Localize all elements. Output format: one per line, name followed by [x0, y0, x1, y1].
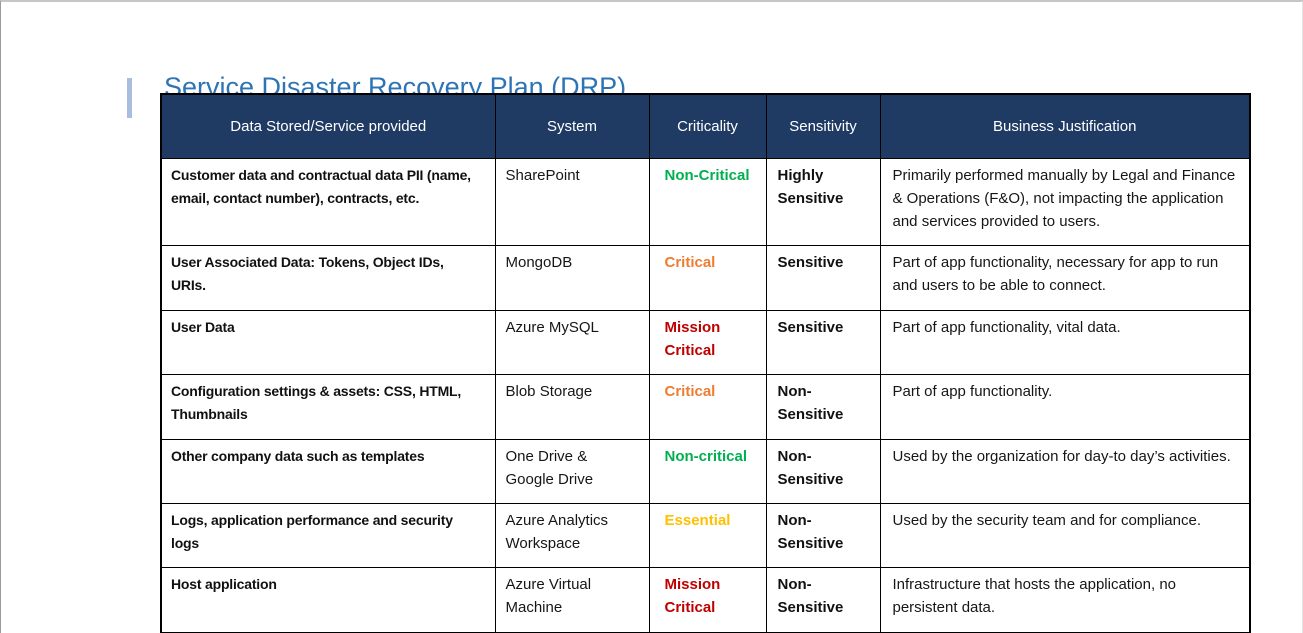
table-row: Logs, application performance and securi…: [160, 502, 1251, 568]
cell-criticality[interactable]: Non-critical: [648, 438, 767, 504]
table-header-row: Data Stored/Service provided System Crit…: [160, 93, 1251, 159]
col-header-system[interactable]: System: [494, 93, 650, 159]
cell-service[interactable]: Customer data and contractual data PII (…: [160, 157, 496, 246]
table-row: Host application Azure Virtual Machine M…: [160, 566, 1251, 633]
col-header-criticality[interactable]: Criticality: [648, 93, 767, 159]
heading-collapse-bar[interactable]: [127, 78, 132, 118]
cell-service[interactable]: Configuration settings & assets: CSS, HT…: [160, 373, 496, 440]
drp-data-table: Data Stored/Service provided System Crit…: [160, 93, 1251, 633]
table-row: User Associated Data: Tokens, Object IDs…: [160, 244, 1251, 311]
cell-service[interactable]: Logs, application performance and securi…: [160, 502, 496, 568]
cell-system[interactable]: Azure MySQL: [494, 309, 650, 375]
table-row: Customer data and contractual data PII (…: [160, 157, 1251, 246]
cell-criticality[interactable]: Mission Critical: [648, 309, 767, 375]
cell-system[interactable]: SharePoint: [494, 157, 650, 246]
cell-sensitivity[interactable]: Highly Sensitive: [765, 157, 881, 246]
cell-system[interactable]: Blob Storage: [494, 373, 650, 440]
cell-system[interactable]: MongoDB: [494, 244, 650, 311]
cell-service[interactable]: User Associated Data: Tokens, Object IDs…: [160, 244, 496, 311]
table-row: Configuration settings & assets: CSS, HT…: [160, 373, 1251, 440]
cell-criticality[interactable]: Mission Critical: [648, 566, 767, 633]
cell-sensitivity[interactable]: Sensitive: [765, 244, 881, 311]
cell-sensitivity[interactable]: Non-Sensitive: [765, 502, 881, 568]
cell-sensitivity[interactable]: Non-Sensitive: [765, 438, 881, 504]
cell-justification[interactable]: Primarily performed manually by Legal an…: [879, 157, 1251, 246]
cell-justification[interactable]: Used by the organization for day-to day’…: [879, 438, 1251, 504]
col-header-data-service[interactable]: Data Stored/Service provided: [160, 93, 496, 159]
cell-justification[interactable]: Infrastructure that hosts the applicatio…: [879, 566, 1251, 633]
table-row: Other company data such as templates One…: [160, 438, 1251, 504]
col-header-justification[interactable]: Business Justification: [879, 93, 1251, 159]
cell-criticality[interactable]: Critical: [648, 373, 767, 440]
cell-criticality[interactable]: Non-Critical: [648, 157, 767, 246]
cell-service[interactable]: Host application: [160, 566, 496, 633]
cell-service[interactable]: User Data: [160, 309, 496, 375]
cell-system[interactable]: Azure Analytics Workspace: [494, 502, 650, 568]
cell-justification[interactable]: Part of app functionality, necessary for…: [879, 244, 1251, 311]
cell-sensitivity[interactable]: Sensitive: [765, 309, 881, 375]
cell-criticality[interactable]: Critical: [648, 244, 767, 311]
cell-sensitivity[interactable]: Non-Sensitive: [765, 566, 881, 633]
cell-justification[interactable]: Used by the security team and for compli…: [879, 502, 1251, 568]
cell-sensitivity[interactable]: Non-Sensitive: [765, 373, 881, 440]
cell-justification[interactable]: Part of app functionality.: [879, 373, 1251, 440]
cell-system[interactable]: One Drive & Google Drive: [494, 438, 650, 504]
table-row: User Data Azure MySQL Mission Critical S…: [160, 309, 1251, 375]
col-header-sensitivity[interactable]: Sensitivity: [765, 93, 881, 159]
cell-service[interactable]: Other company data such as templates: [160, 438, 496, 504]
cell-justification[interactable]: Part of app functionality, vital data.: [879, 309, 1251, 375]
cell-criticality[interactable]: Essential: [648, 502, 767, 568]
cell-system[interactable]: Azure Virtual Machine: [494, 566, 650, 633]
